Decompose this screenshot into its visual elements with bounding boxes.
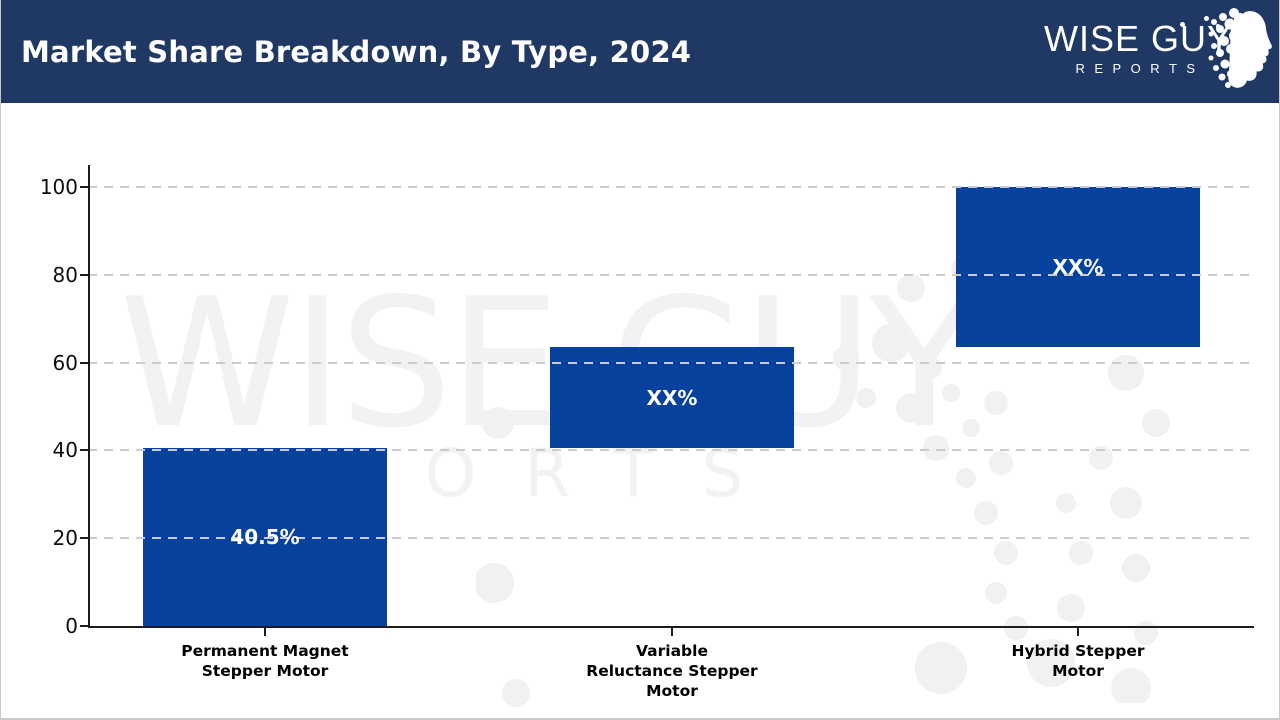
bar-segment (143, 448, 387, 626)
y-tick-mark (80, 449, 88, 452)
watermark-stray-dots (476, 407, 530, 707)
y-tick-label: 100 (39, 175, 78, 199)
y-gridline (88, 186, 1254, 188)
y-tick-label: 20 (52, 526, 78, 551)
category-label: Variable Reluctance Stepper Motor (586, 642, 758, 700)
logo-wordmark: WISE GUY (1044, 18, 1233, 59)
y-tick-mark (80, 361, 88, 364)
y-gridline (88, 449, 1254, 452)
y-gridline (88, 273, 1254, 276)
header: Market Share Breakdown, By Type, 2024 WI… (1, 0, 1279, 103)
y-axis-line (88, 165, 90, 628)
y-tick-label: 60 (52, 350, 78, 375)
category-label: Permanent Magnet Stepper Motor (181, 642, 349, 680)
logo-text: WISE GUY REPORTS (1044, 20, 1232, 76)
logo-subtitle: REPORTS (1075, 60, 1205, 76)
x-axis-line (88, 626, 1254, 628)
category-label: Hybrid Stepper Motor (1011, 642, 1145, 680)
x-tick-mark (671, 628, 673, 636)
y-tick-mark (80, 186, 88, 188)
chart-area: WISE GUY REPORTS 0 20 40 60 80 100 4 (1, 103, 1279, 718)
chart-title: Market Share Breakdown, By Type, 2024 (21, 34, 692, 69)
y-tick-mark (80, 537, 88, 540)
logo-head-icon (1208, 8, 1272, 88)
y-tick-mark (80, 273, 88, 276)
y-tick-label: 40 (52, 438, 78, 463)
y-tick-mark (80, 625, 88, 627)
y-gridline (88, 361, 1254, 364)
bar-segment (550, 347, 794, 449)
bar-value-label: 40.5% (230, 525, 300, 550)
y-gridline (88, 537, 1254, 540)
bar-value-label: XX% (1052, 255, 1104, 280)
bar-segment (956, 187, 1200, 348)
wiseguy-logo: WISE GUY REPORTS (1028, 6, 1273, 98)
bar-value-label: XX% (646, 385, 698, 410)
y-tick-label: 80 (52, 262, 78, 287)
x-tick-mark (264, 628, 266, 636)
y-tick-label: 0 (65, 614, 78, 638)
x-tick-mark (1077, 628, 1079, 636)
